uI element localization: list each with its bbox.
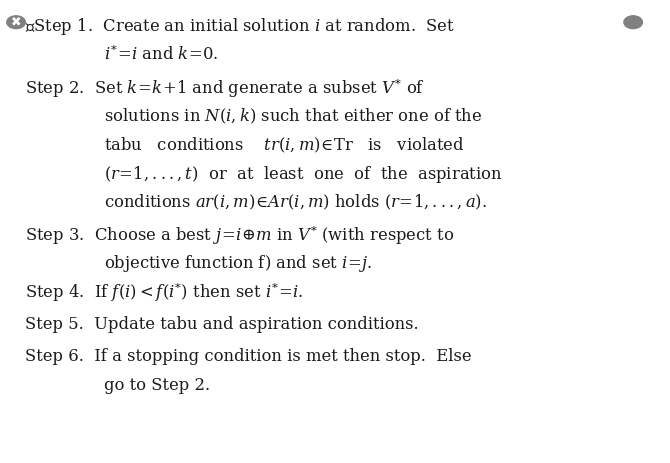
Text: Step 3.  Choose a best $j\!=\!i\!\oplus\!m$ in $V^{*}$ (with respect to: Step 3. Choose a best $j\!=\!i\!\oplus\!… <box>25 224 455 247</box>
Text: $i^{*}\!=\!i$ and $k\!=\!0$.: $i^{*}\!=\!i$ and $k\!=\!0$. <box>104 44 218 64</box>
Circle shape <box>7 16 25 29</box>
Text: $(r\!=\!1,...,t)$  or  at  least  one  of  the  aspiration: $(r\!=\!1,...,t)$ or at least one of the… <box>104 163 502 185</box>
Text: objective function f) and set $i\!=\!j$.: objective function f) and set $i\!=\!j$. <box>104 253 372 275</box>
Text: tabu   conditions    $tr(i,m)\!\in\!$Tr   is   violated: tabu conditions $tr(i,m)\!\in\!$Tr is vi… <box>104 136 464 155</box>
Text: Step 5.  Update tabu and aspiration conditions.: Step 5. Update tabu and aspiration condi… <box>25 316 419 333</box>
Circle shape <box>624 16 643 29</box>
Text: Step 6.  If a stopping condition is met then stop.  Else: Step 6. If a stopping condition is met t… <box>25 348 472 365</box>
Text: go to Step 2.: go to Step 2. <box>104 377 210 394</box>
Text: Step 2.  Set $k\!=\!k\!+\!1$ and generate a subset $V^{*}$ of: Step 2. Set $k\!=\!k\!+\!1$ and generate… <box>25 76 425 100</box>
Text: ✖: ✖ <box>11 16 21 29</box>
Text: ✖Step 1.  Create an initial solution $i$ at random.  Set: ✖Step 1. Create an initial solution $i$ … <box>25 16 456 38</box>
Text: solutions in $N(i,k)$ such that either one of the: solutions in $N(i,k)$ such that either o… <box>104 107 482 126</box>
Text: Step 4.  If $f(i) < f(i^{*})$ then set $i^{*}\!=\!i$.: Step 4. If $f(i) < f(i^{*})$ then set $i… <box>25 281 304 304</box>
Text: conditions $ar(i,m)\!\in\!Ar(i,m)$ holds $(r\!=\!1,...,a)$.: conditions $ar(i,m)\!\in\!Ar(i,m)$ holds… <box>104 193 486 213</box>
